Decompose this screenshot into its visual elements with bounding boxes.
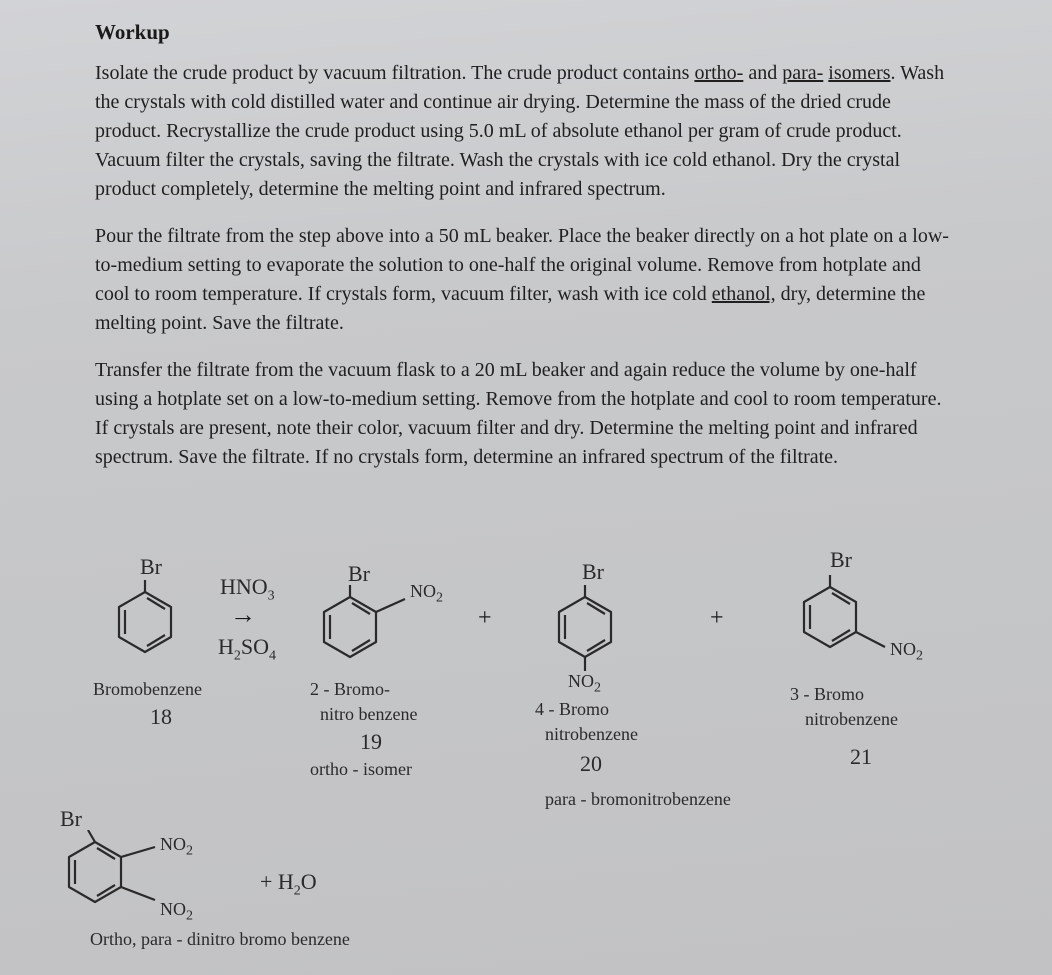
label-no2-d: NO2 — [160, 835, 193, 859]
label-no2-b: NO2 — [568, 672, 601, 696]
label-h2so4: H2SO4 — [218, 635, 276, 664]
structure-para — [545, 585, 625, 685]
label-para-isomer: para - bromonitrobenzene — [545, 790, 731, 810]
label-bromobenzene: Bromobenzene — [93, 680, 202, 700]
label-br-2: Br — [348, 562, 370, 586]
label-h2o: + H2O — [260, 870, 317, 899]
p1-isomers: isomers — [828, 62, 890, 84]
structure-bromobenzene — [105, 580, 185, 675]
p1-b: and — [743, 62, 782, 84]
p1-a: Isolate the crude product by vacuum filt… — [95, 62, 694, 84]
label-19: 19 — [360, 730, 382, 754]
label-no2-a: NO2 — [410, 582, 443, 606]
label-2bromo-2: nitro benzene — [320, 705, 417, 725]
p1-para: para- — [782, 62, 823, 84]
label-br-4: Br — [830, 548, 852, 572]
plus-1: + — [478, 605, 492, 632]
label-20: 20 — [580, 752, 602, 776]
label-4bromo-1: 4 - Bromo — [535, 700, 609, 720]
label-3bromo-1: 3 - Bromo — [790, 685, 864, 705]
label-br-5: Br — [60, 807, 82, 831]
workup-paragraph-3: Transfer the filtrate from the vacuum fl… — [95, 356, 957, 472]
label-no2-c: NO2 — [890, 640, 923, 664]
workup-paragraph-2: Pour the filtrate from the step above in… — [95, 222, 957, 338]
label-3bromo-2: nitrobenzene — [805, 710, 898, 730]
plus-2: + — [710, 605, 724, 632]
section-heading: Workup — [95, 20, 957, 45]
p2-eth: ethanol, — [712, 283, 776, 305]
label-ortho-para-dinitro: Ortho, para - dinitro bromo benzene — [90, 930, 350, 950]
label-21: 21 — [850, 745, 872, 769]
structure-ortho — [310, 585, 410, 675]
label-br-3: Br — [582, 560, 604, 584]
structure-meta — [790, 575, 900, 675]
label-2bromo-1: 2 - Bromo- — [310, 680, 390, 700]
label-18: 18 — [150, 705, 172, 729]
workup-paragraph-1: Isolate the crude product by vacuum filt… — [95, 59, 957, 204]
structure-dinitro — [55, 830, 175, 940]
label-no2-e: NO2 — [160, 900, 193, 924]
label-br-1: Br — [140, 555, 162, 579]
label-4bromo-2: nitrobenzene — [545, 725, 638, 745]
label-ortho-isomer: ortho - isomer — [310, 760, 412, 780]
p1-ortho: ortho- — [694, 62, 743, 84]
reaction-arrow: → — [230, 600, 256, 630]
